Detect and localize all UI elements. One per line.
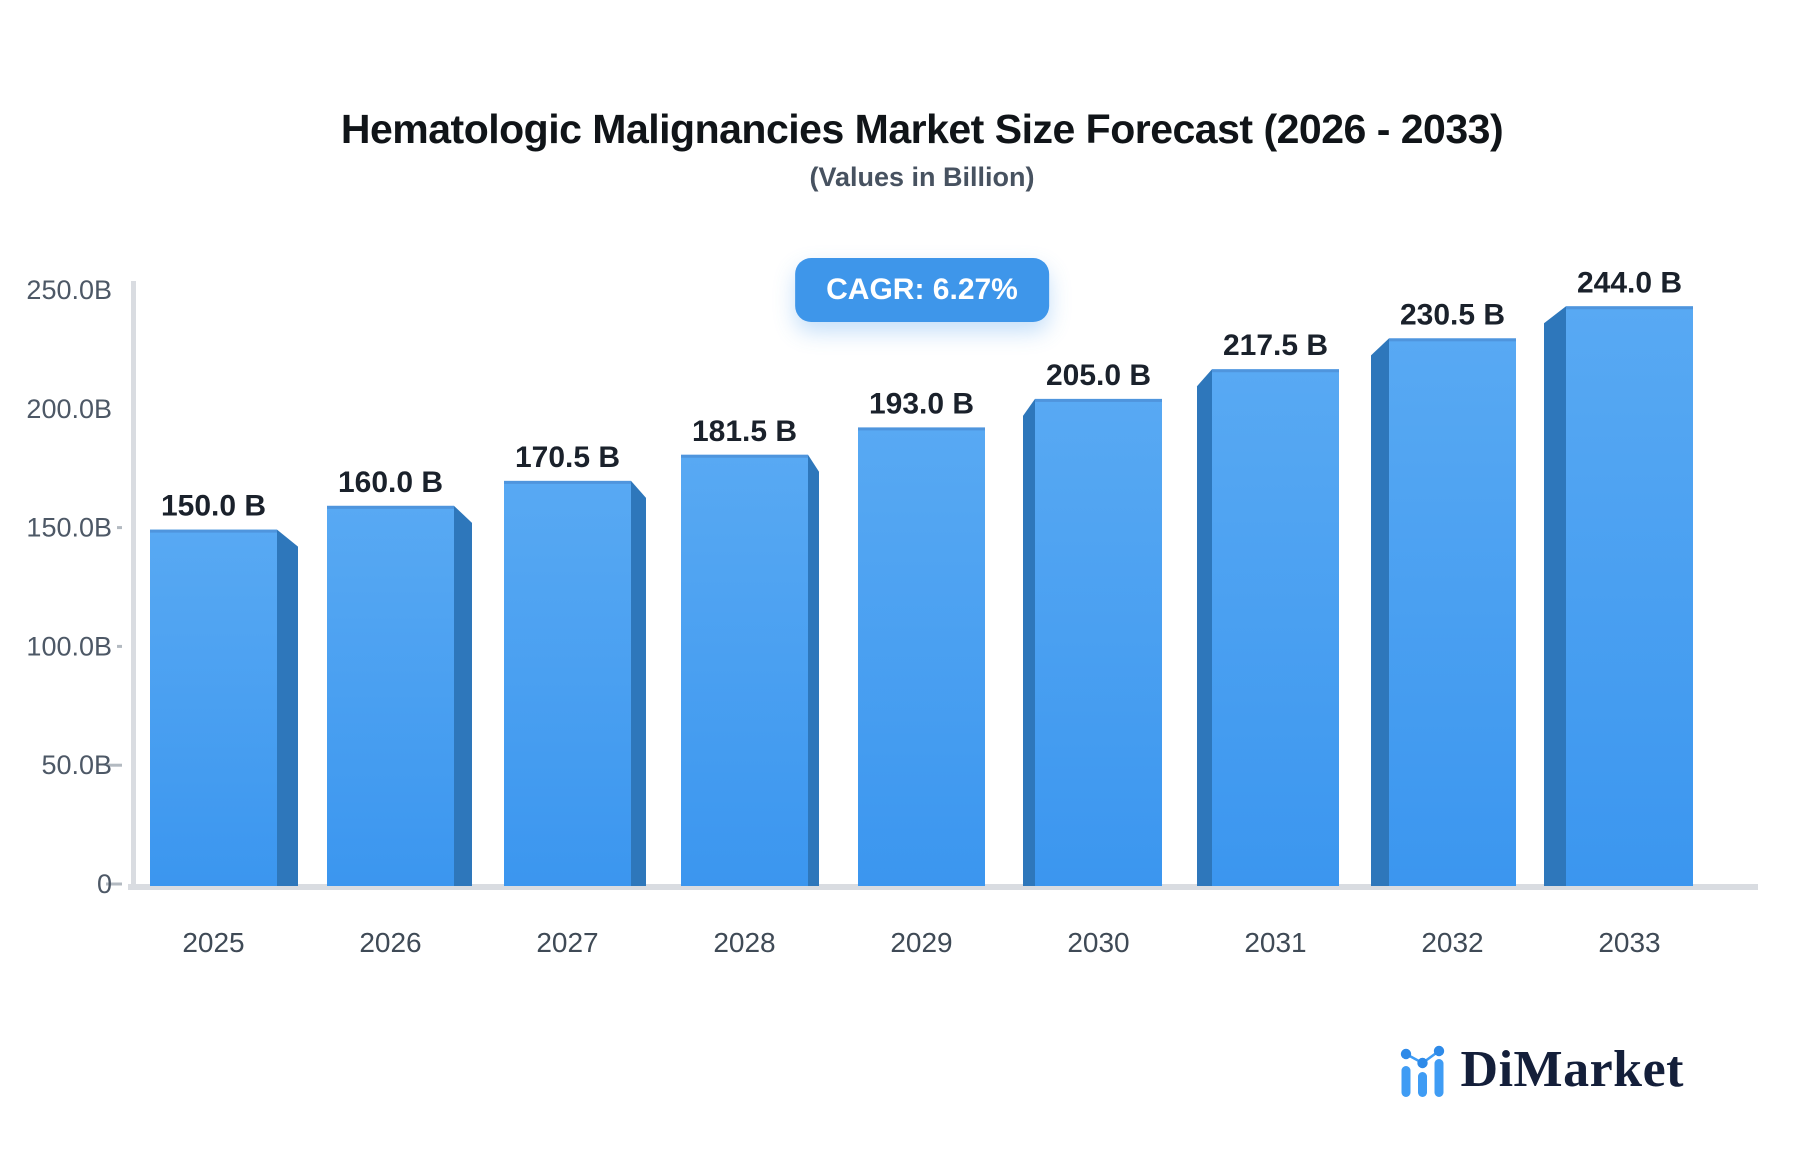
bar-top-edge [1035, 398, 1162, 402]
bar-chart-logo-icon [1400, 1045, 1444, 1097]
x-axis-line [128, 884, 1758, 890]
bar-value-label: 205.0 B [1046, 359, 1151, 392]
y-axis-label: 200.0B [26, 394, 112, 424]
cagr-badge: CAGR: 6.27% [795, 258, 1049, 322]
bar-top-edge [1212, 369, 1339, 373]
bar-side-face [1197, 369, 1212, 887]
bar [1212, 369, 1339, 887]
bar-side-face [808, 454, 819, 886]
y-axis-tick [106, 763, 122, 767]
bar [681, 454, 808, 886]
bar-side-face [631, 480, 646, 886]
x-axis-label: 2030 [1067, 927, 1129, 958]
bar-top-edge [1389, 338, 1516, 342]
bar [1566, 306, 1693, 887]
x-axis-label: 2029 [890, 927, 952, 958]
x-axis-label: 2026 [359, 927, 421, 958]
bar-top-edge [150, 529, 277, 533]
bar [1389, 338, 1516, 886]
y-axis-label: 0 [97, 869, 112, 899]
bar [327, 505, 454, 886]
bar-top-edge [1566, 306, 1693, 310]
y-axis-label: 50.0B [41, 750, 112, 780]
bar-side-face [1544, 306, 1566, 887]
bar-value-label: 230.5 B [1400, 298, 1505, 331]
y-axis-label: 100.0B [26, 631, 112, 661]
bar-side-face [1371, 338, 1389, 886]
y-axis-tick [117, 526, 122, 530]
bar-value-label: 160.0 B [338, 466, 443, 499]
x-axis-label: 2032 [1421, 927, 1483, 958]
bar-value-label: 244.0 B [1577, 266, 1682, 299]
x-axis-label: 2033 [1598, 927, 1660, 958]
y-axis-label: 150.0B [26, 513, 112, 543]
bar-side-face [1023, 398, 1035, 886]
y-axis-tick [106, 882, 122, 886]
bar-top-edge [504, 480, 631, 484]
bar-value-label: 150.0 B [161, 490, 266, 523]
bar [858, 427, 985, 886]
bar-top-edge [681, 454, 808, 458]
bar-side-face [277, 529, 298, 886]
bar-side-face [454, 505, 472, 886]
x-axis-label: 2027 [536, 927, 598, 958]
dimarket-logo: DiMarket [1400, 1042, 1684, 1098]
y-axis-line [131, 281, 136, 888]
y-axis-tick [117, 644, 122, 648]
x-axis-label: 2025 [182, 927, 244, 958]
y-axis-label: 250.0B [26, 275, 112, 305]
x-axis-label: 2031 [1244, 927, 1306, 958]
logo-wordmark: DiMarket [1460, 1041, 1684, 1098]
bar-value-label: 170.5 B [515, 441, 620, 474]
bar-value-label: 193.0 B [869, 387, 974, 420]
bar [150, 529, 277, 886]
x-axis-label: 2028 [713, 927, 775, 958]
bar-value-label: 217.5 B [1223, 329, 1328, 362]
chart-subtitle: (Values in Billion) [809, 162, 1035, 192]
bar-value-label: 181.5 B [692, 415, 797, 448]
bar-top-edge [327, 505, 454, 509]
bar-top-edge [858, 427, 985, 431]
bar [1035, 398, 1162, 886]
chart-title: Hematologic Malignancies Market Size For… [340, 106, 1504, 152]
bar [504, 480, 631, 886]
